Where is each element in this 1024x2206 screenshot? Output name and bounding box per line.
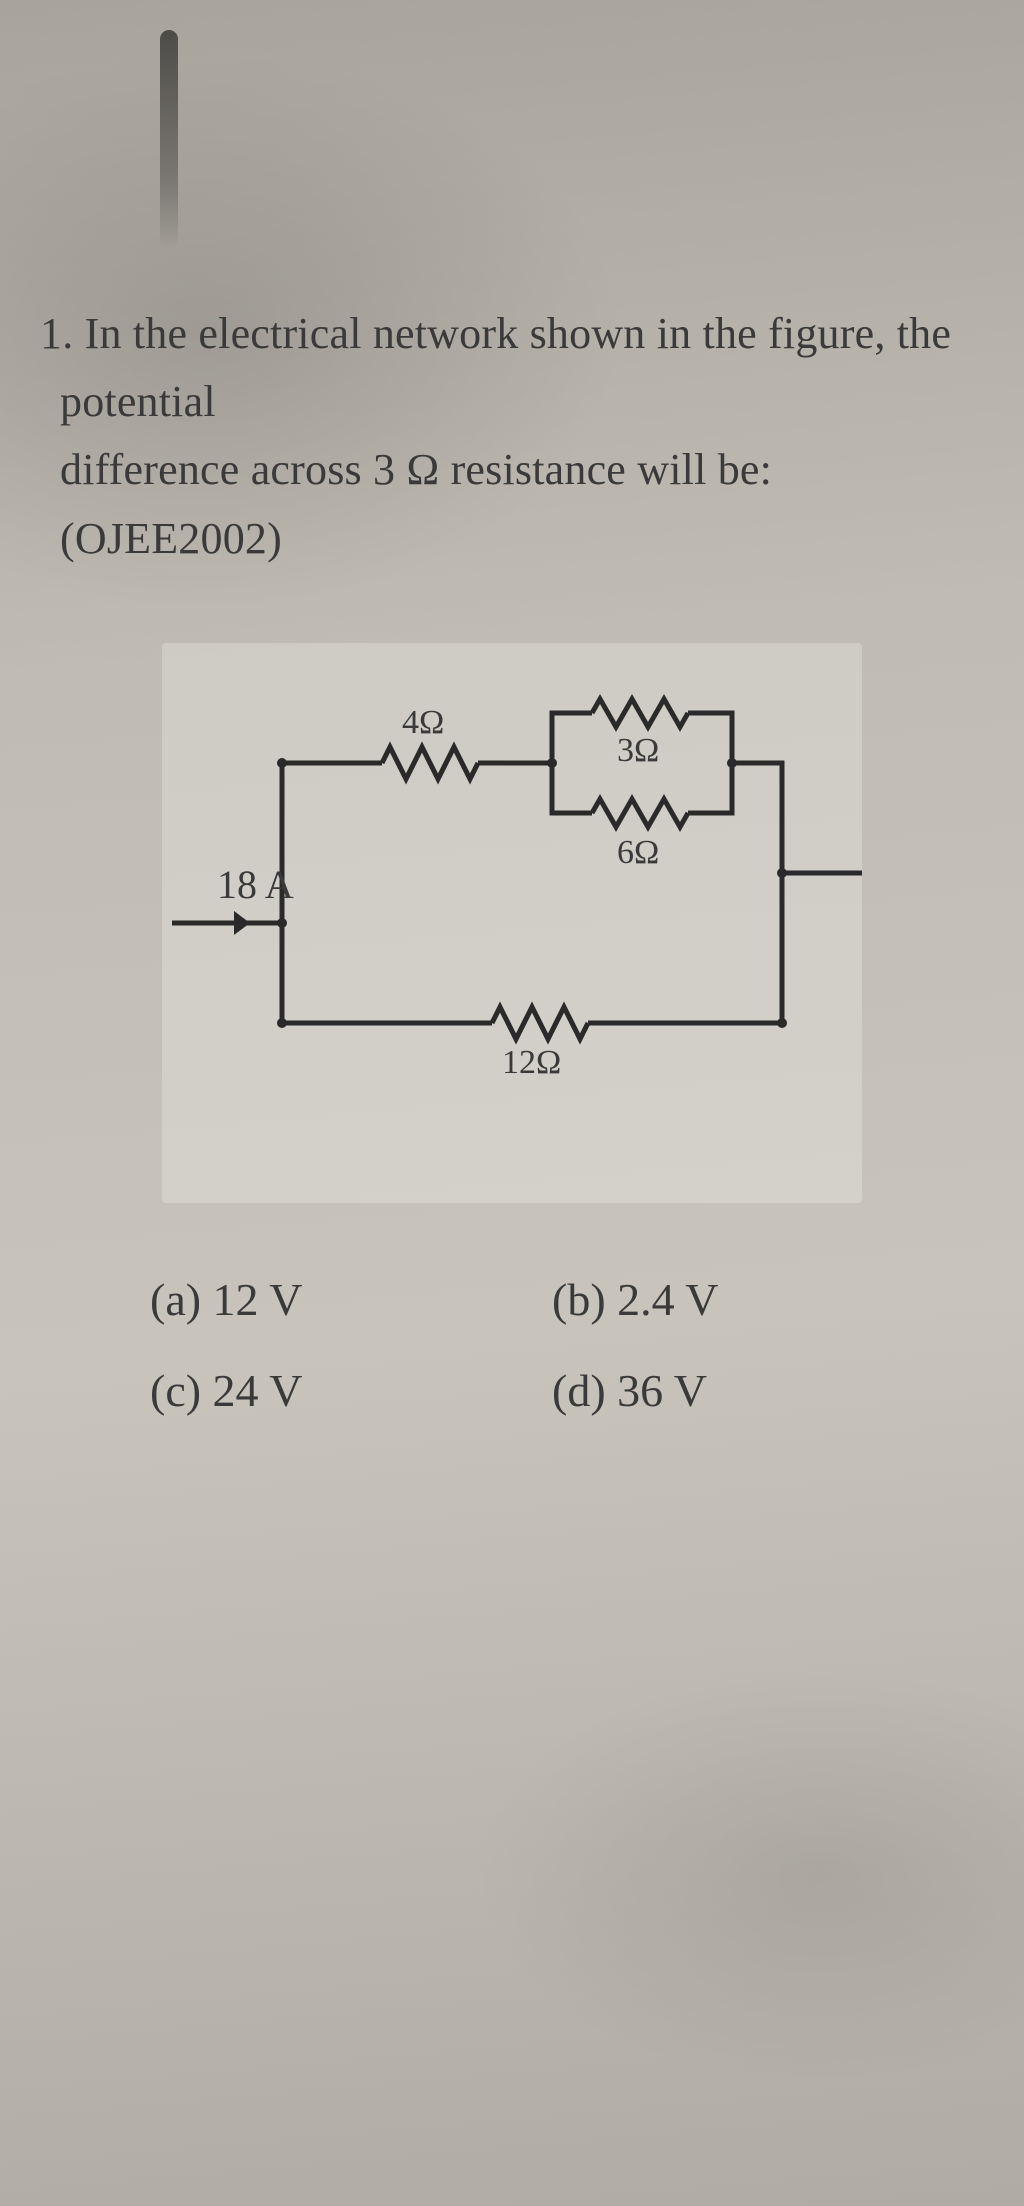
- r4-label: 12Ω: [502, 1044, 561, 1081]
- options-grid: (a) 12 V (b) 2.4 V (c) 24 V (d) 36 V: [40, 1273, 984, 1417]
- r1-label: 4Ω: [402, 704, 444, 741]
- question-line2a: difference across 3: [60, 445, 406, 494]
- r3-label: 6Ω: [617, 834, 659, 871]
- option-d: (d) 36 V: [552, 1364, 894, 1417]
- r2-label: 3Ω: [617, 732, 659, 769]
- circuit-svg: 18 A 4Ω 3Ω 6Ω 12Ω: [162, 643, 862, 1203]
- question-number: 1.: [40, 309, 73, 358]
- question-text: 1. In the electrical network shown in th…: [40, 300, 984, 573]
- option-b: (b) 2.4 V: [552, 1273, 894, 1326]
- option-c: (c) 24 V: [150, 1364, 492, 1417]
- binding-mark: [160, 30, 178, 250]
- circuit-diagram: 18 A 4Ω 3Ω 6Ω 12Ω: [162, 643, 862, 1203]
- question-block: 1. In the electrical network shown in th…: [40, 300, 984, 1417]
- current-label: 18 A: [217, 862, 294, 907]
- question-line1: In the electrical network shown in the f…: [60, 309, 951, 426]
- omega-symbol: Ω: [406, 445, 439, 494]
- page: 1. In the electrical network shown in th…: [0, 0, 1024, 2206]
- option-a: (a) 12 V: [150, 1273, 492, 1326]
